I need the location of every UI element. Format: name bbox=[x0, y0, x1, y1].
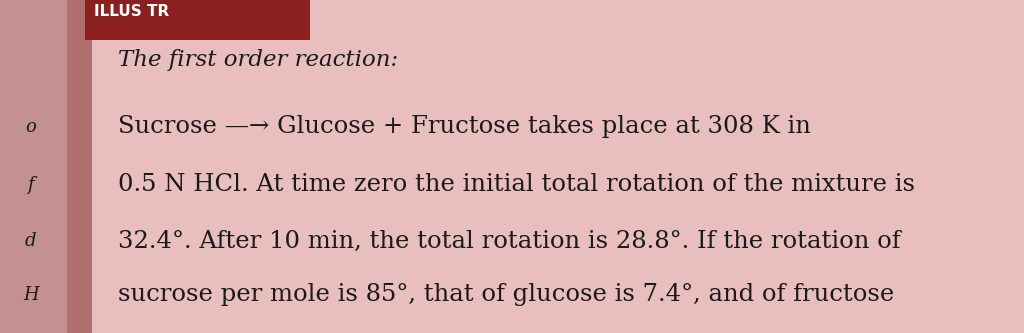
Text: f: f bbox=[28, 176, 34, 194]
Text: H: H bbox=[23, 286, 39, 304]
Text: ILLUS TR: ILLUS TR bbox=[94, 4, 169, 19]
Text: sucrose per mole is 85°, that of glucose is 7.4°, and of fructose: sucrose per mole is 85°, that of glucose… bbox=[118, 283, 894, 306]
Text: 0.5 N HCl. At time zero the initial total rotation of the mixture is: 0.5 N HCl. At time zero the initial tota… bbox=[118, 173, 914, 196]
Bar bbox=[67, 0, 92, 333]
Bar bbox=[0, 0, 67, 333]
Text: 32.4°. After 10 min, the total rotation is 28.8°. If the rotation of: 32.4°. After 10 min, the total rotation … bbox=[118, 230, 900, 253]
Text: d: d bbox=[25, 232, 37, 250]
Text: Sucrose —→ Glucose + Fructose takes place at 308 K in: Sucrose —→ Glucose + Fructose takes plac… bbox=[118, 115, 811, 138]
Text: o: o bbox=[26, 118, 36, 136]
Text: The first order reaction:: The first order reaction: bbox=[118, 49, 398, 71]
Bar bbox=[85, 0, 310, 40]
